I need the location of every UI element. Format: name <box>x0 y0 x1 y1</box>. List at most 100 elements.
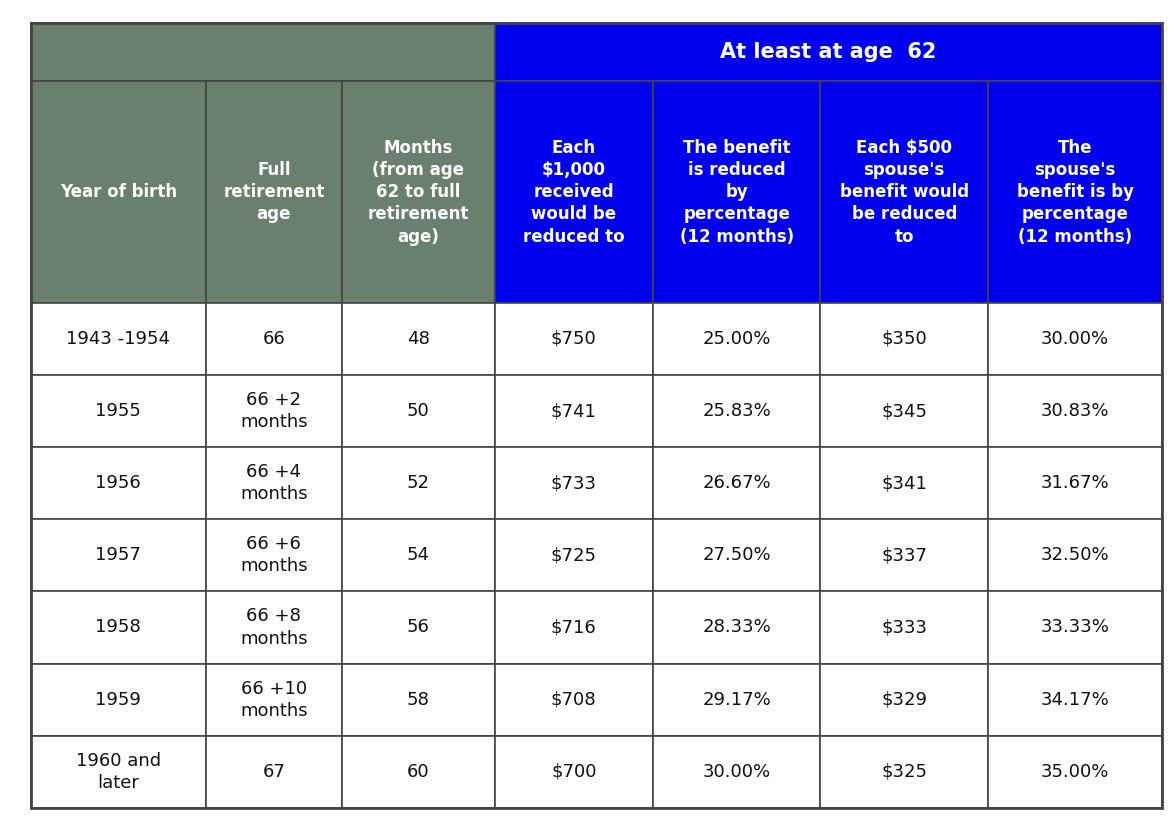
Bar <box>31 592 205 663</box>
Bar <box>342 663 494 736</box>
Text: $725: $725 <box>551 547 596 565</box>
Text: 31.67%: 31.67% <box>1041 474 1109 492</box>
Bar <box>989 375 1162 447</box>
Bar <box>821 736 989 808</box>
Bar <box>342 519 494 592</box>
Text: Full
retirement
age: Full retirement age <box>223 161 324 224</box>
Text: 33.33%: 33.33% <box>1040 619 1109 636</box>
Text: $708: $708 <box>551 690 596 708</box>
Text: $345: $345 <box>882 402 927 420</box>
Bar <box>342 592 494 663</box>
Bar <box>653 82 821 303</box>
Text: 50: 50 <box>406 402 430 420</box>
Text: 56: 56 <box>406 619 430 636</box>
Bar <box>31 663 205 736</box>
Bar <box>494 736 653 808</box>
Bar <box>821 375 989 447</box>
Bar <box>342 736 494 808</box>
Text: $350: $350 <box>882 330 927 348</box>
Text: $733: $733 <box>551 474 596 492</box>
Bar <box>205 447 342 519</box>
Bar <box>342 375 494 447</box>
Text: 30.00%: 30.00% <box>703 763 771 781</box>
Bar <box>653 447 821 519</box>
Text: 66 +8
months: 66 +8 months <box>239 607 308 648</box>
Text: 1943 -1954: 1943 -1954 <box>66 330 170 348</box>
Text: 66 +2
months: 66 +2 months <box>239 391 308 431</box>
Bar <box>821 519 989 592</box>
Text: 1957: 1957 <box>95 547 141 565</box>
Bar <box>31 736 205 808</box>
Text: 58: 58 <box>406 690 430 708</box>
Bar <box>205 736 342 808</box>
Bar <box>494 82 653 303</box>
Text: 66 +6
months: 66 +6 months <box>239 535 308 575</box>
Text: 1956: 1956 <box>95 474 141 492</box>
Bar <box>653 519 821 592</box>
Text: 60: 60 <box>407 763 430 781</box>
Bar <box>494 23 1162 82</box>
Text: 28.33%: 28.33% <box>702 619 771 636</box>
Bar <box>205 303 342 375</box>
Bar <box>494 375 653 447</box>
Text: $325: $325 <box>882 763 927 781</box>
Text: 52: 52 <box>406 474 430 492</box>
Bar <box>31 82 205 303</box>
Bar <box>342 82 494 303</box>
Text: At least at age  62: At least at age 62 <box>720 42 937 62</box>
Bar <box>653 663 821 736</box>
Text: 1958: 1958 <box>95 619 141 636</box>
Text: 25.83%: 25.83% <box>702 402 771 420</box>
Bar <box>205 375 342 447</box>
Bar <box>494 303 653 375</box>
Bar <box>205 663 342 736</box>
Text: $741: $741 <box>551 402 596 420</box>
Bar <box>494 519 653 592</box>
Text: $700: $700 <box>551 763 596 781</box>
Text: 48: 48 <box>406 330 430 348</box>
Text: 67: 67 <box>263 763 285 781</box>
Text: $333: $333 <box>882 619 927 636</box>
Text: $750: $750 <box>551 330 596 348</box>
Text: The benefit
is reduced
by
percentage
(12 months): The benefit is reduced by percentage (12… <box>680 139 794 246</box>
Bar <box>31 303 205 375</box>
Bar <box>653 303 821 375</box>
Bar <box>494 663 653 736</box>
Text: 32.50%: 32.50% <box>1041 547 1109 565</box>
Bar <box>821 663 989 736</box>
Bar <box>494 447 653 519</box>
Bar <box>821 303 989 375</box>
Bar <box>494 592 653 663</box>
Text: 30.00%: 30.00% <box>1041 330 1109 348</box>
Bar <box>821 82 989 303</box>
Text: 35.00%: 35.00% <box>1041 763 1109 781</box>
Text: $716: $716 <box>551 619 596 636</box>
Bar <box>31 447 205 519</box>
Text: Year of birth: Year of birth <box>60 183 177 201</box>
Text: Months
(from age
62 to full
retirement
age): Months (from age 62 to full retirement a… <box>367 139 468 246</box>
Text: 1960 and
later: 1960 and later <box>75 752 161 792</box>
Text: Each
$1,000
received
would be
reduced to: Each $1,000 received would be reduced to <box>522 139 625 246</box>
Text: 27.50%: 27.50% <box>702 547 771 565</box>
Bar <box>653 736 821 808</box>
Bar <box>31 23 494 82</box>
Text: 1959: 1959 <box>95 690 141 708</box>
Bar <box>205 82 342 303</box>
Bar <box>989 663 1162 736</box>
Text: 66: 66 <box>263 330 285 348</box>
Bar <box>989 82 1162 303</box>
Bar <box>31 519 205 592</box>
Bar <box>821 447 989 519</box>
Bar <box>989 736 1162 808</box>
Bar <box>31 375 205 447</box>
Text: 30.83%: 30.83% <box>1041 402 1109 420</box>
Text: $337: $337 <box>882 547 927 565</box>
Text: Each $500
spouse's
benefit would
be reduced
to: Each $500 spouse's benefit would be redu… <box>839 139 969 246</box>
Text: 1955: 1955 <box>95 402 141 420</box>
Bar <box>989 303 1162 375</box>
Text: 66 +4
months: 66 +4 months <box>239 463 308 503</box>
Bar <box>342 303 494 375</box>
Bar <box>821 592 989 663</box>
Text: 66 +10
months: 66 +10 months <box>239 680 308 720</box>
Bar <box>342 447 494 519</box>
